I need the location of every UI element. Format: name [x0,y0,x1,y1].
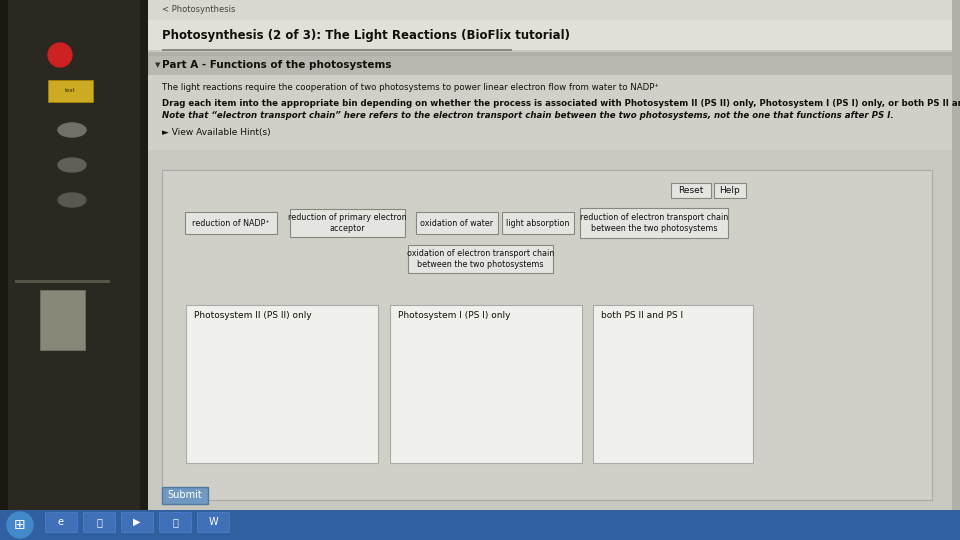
Text: Reset: Reset [679,186,704,195]
Text: Photosystem II (PS II) only: Photosystem II (PS II) only [194,312,312,321]
Text: light absorption: light absorption [506,219,569,227]
Circle shape [48,43,72,67]
Text: oxidation of electron transport chain
between the two photosystems: oxidation of electron transport chain be… [407,249,554,269]
Bar [40,290,85,350]
Bar [148,75,960,150]
Text: Photosystem I (PS I) only: Photosystem I (PS I) only [398,312,511,321]
Text: both PS II and PS I: both PS II and PS I [601,312,684,321]
Text: The light reactions require the cooperation of two photosystems to power linear : The light reactions require the cooperat… [162,84,659,92]
Bar [408,245,553,273]
Bar [148,52,960,55]
Ellipse shape [58,158,86,172]
Text: Help: Help [720,186,740,195]
Bar [0,510,960,540]
Bar [186,305,378,463]
Bar [159,512,191,532]
Bar [83,512,115,532]
Text: ► View Available Hint(s): ► View Available Hint(s) [162,129,271,138]
Bar [185,212,277,234]
Text: oxidation of water: oxidation of water [420,219,493,227]
Text: 🦊: 🦊 [172,517,178,527]
Bar [0,0,8,510]
Bar [162,49,512,51]
Bar [48,80,93,102]
Bar [390,305,582,463]
Bar [162,487,208,504]
Text: Submit: Submit [168,490,203,501]
Text: reduction of primary electron
acceptor: reduction of primary electron acceptor [288,213,407,233]
Bar [148,55,960,75]
Text: e: e [58,517,64,527]
Text: reduction of NADP⁺: reduction of NADP⁺ [192,219,270,227]
Bar [45,512,77,532]
Text: reduction of electron transport chain
between the two photosystems: reduction of electron transport chain be… [580,213,728,233]
Bar [15,280,110,283]
Text: Part A - Functions of the photosystems: Part A - Functions of the photosystems [162,60,392,70]
Bar [290,209,405,237]
Circle shape [7,512,33,538]
Text: Drag each item into the appropriate bin depending on whether the process is asso: Drag each item into the appropriate bin … [162,98,960,107]
Text: text: text [64,89,76,93]
Text: W: W [208,517,218,527]
Text: 📁: 📁 [96,517,102,527]
Bar [593,305,753,463]
Bar [162,170,932,500]
Bar [580,208,728,238]
Bar [502,212,574,234]
Text: Note that “electron transport chain” here refers to the electron transport chain: Note that “electron transport chain” her… [162,111,894,120]
Bar [140,0,148,510]
Bar [148,0,960,20]
Text: Photosynthesis (2 of 3): The Light Reactions (BioFlix tutorial): Photosynthesis (2 of 3): The Light React… [162,30,570,43]
Bar [671,183,711,198]
Bar [148,20,960,50]
Ellipse shape [58,123,86,137]
Bar [714,183,746,198]
Ellipse shape [58,193,86,207]
Bar [0,0,148,510]
Text: < Photosynthesis: < Photosynthesis [162,5,235,15]
Bar [952,0,960,510]
Bar [197,512,229,532]
Bar [121,512,153,532]
Text: ▼: ▼ [155,62,160,68]
Bar [148,0,960,510]
Text: ▶: ▶ [133,517,141,527]
Text: ⊞: ⊞ [14,518,26,532]
Bar [416,212,498,234]
